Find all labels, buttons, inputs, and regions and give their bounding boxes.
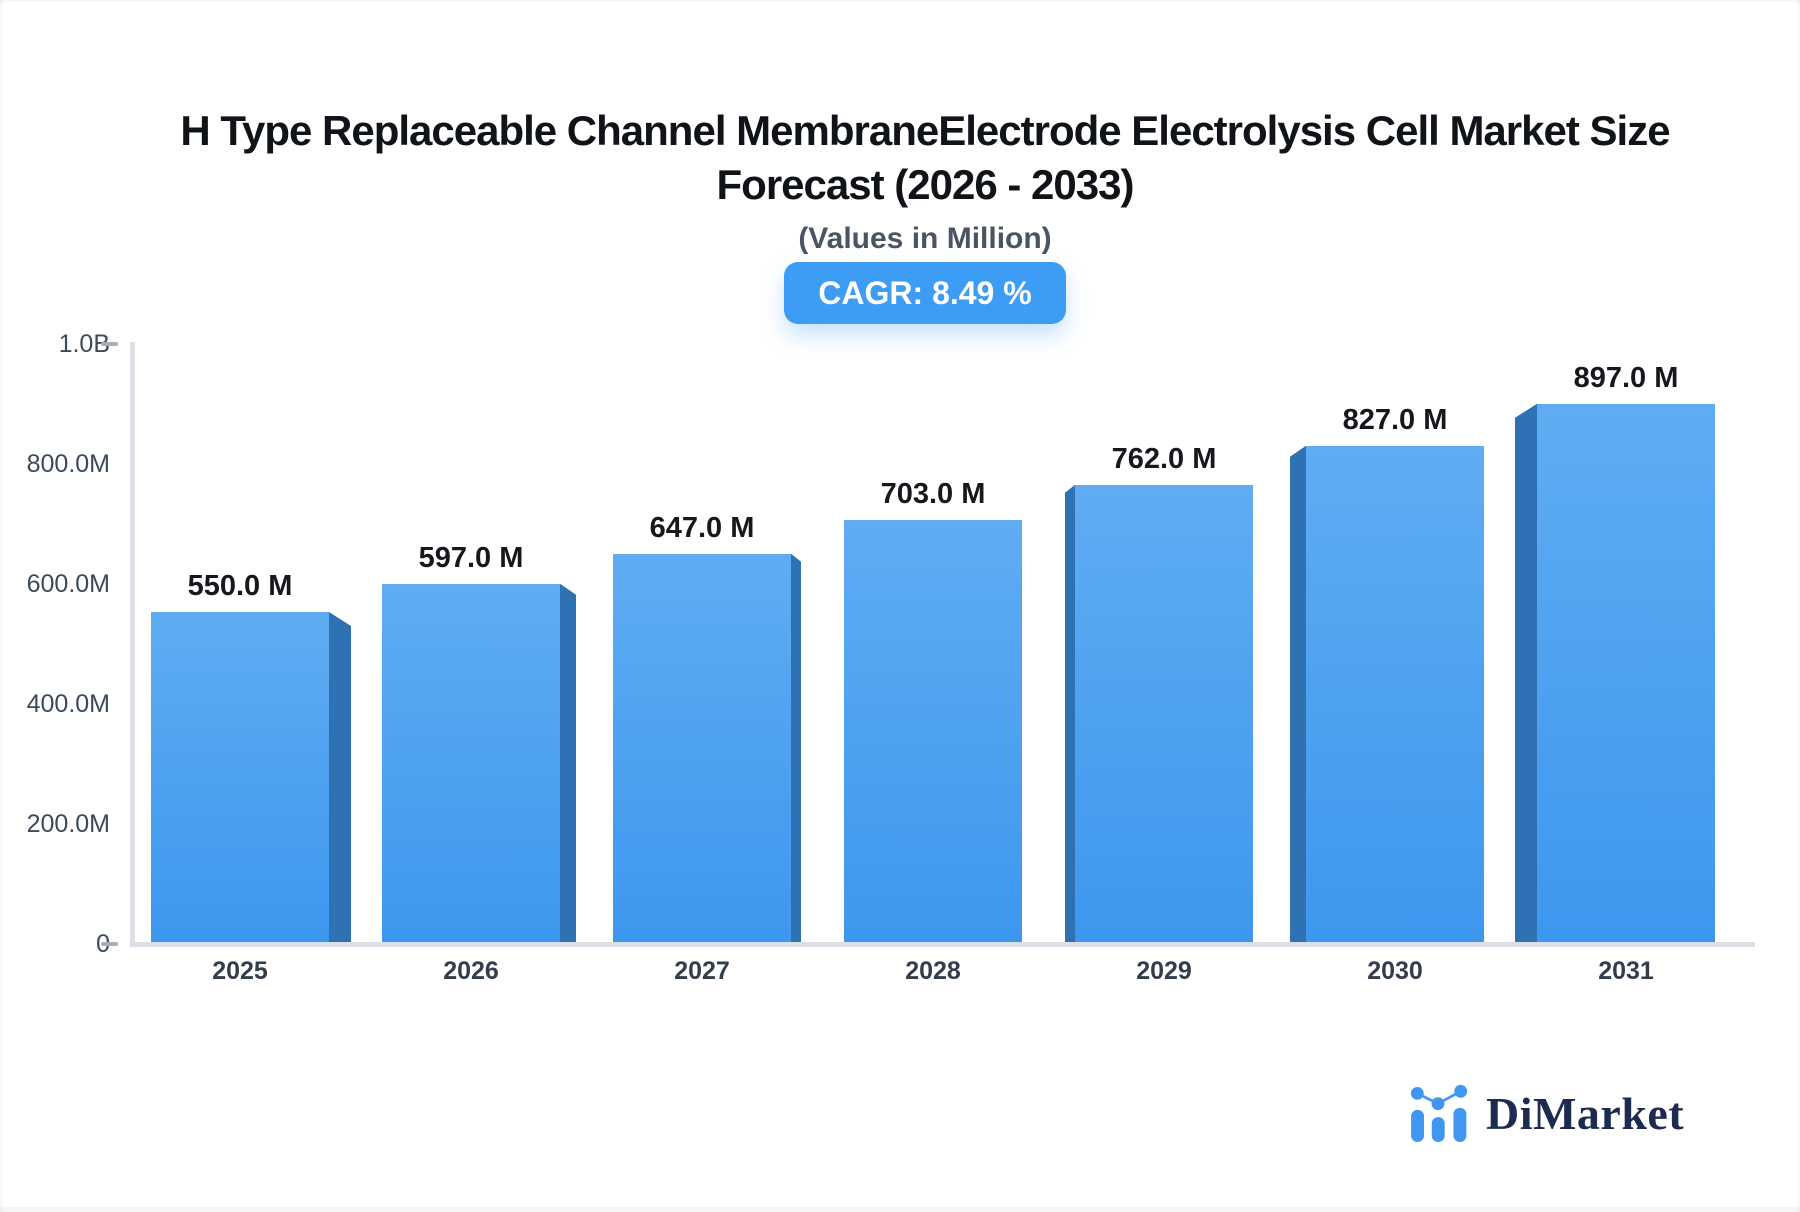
bar-2026[interactable]: [382, 583, 560, 942]
bar-value-label-2031: 897.0 M: [1573, 361, 1679, 394]
bar-value-label-2026: 597.0 M: [418, 541, 524, 574]
y-tick-label: 400.0M: [26, 690, 110, 718]
cagr-badge: CAGR: 8.49 %: [784, 262, 1066, 324]
page-bottom-edge: [0, 1207, 1800, 1212]
bar-side-2025: [329, 612, 351, 942]
y-tick-label: 1.0B: [58, 330, 110, 358]
bar-2029[interactable]: [1075, 484, 1253, 942]
bar-side-2027: [791, 553, 801, 942]
chart-header: H Type Replaceable Channel MembraneElect…: [25, 0, 1800, 324]
x-axis-label-2025: 2025: [212, 957, 268, 985]
x-axis-label-2030: 2030: [1367, 957, 1423, 985]
bar-2027[interactable]: [613, 553, 791, 942]
bar-2030[interactable]: [1306, 445, 1484, 942]
y-tick-label: 600.0M: [26, 570, 110, 598]
brand-logo: DiMarket: [1408, 1082, 1684, 1144]
x-axis-label-2026: 2026: [443, 957, 499, 985]
bar-2025[interactable]: [151, 612, 329, 942]
x-axis-label-2031: 2031: [1598, 957, 1654, 985]
y-tick-label: 200.0M: [26, 810, 110, 838]
x-axis-label-2029: 2029: [1136, 957, 1192, 985]
bar-value-label-2030: 827.0 M: [1342, 403, 1448, 436]
bar-side-2030: [1290, 445, 1306, 942]
bar-side-2029: [1065, 484, 1075, 942]
bar-value-label-2029: 762.0 M: [1111, 442, 1217, 475]
bar-side-2031: [1515, 403, 1537, 942]
brand-name: DiMarket: [1486, 1087, 1685, 1139]
chart-title-line-1: H Type Replaceable Channel MembraneElect…: [180, 107, 1670, 154]
y-axis-line: [130, 342, 135, 947]
bar-value-label-2025: 550.0 M: [187, 570, 293, 602]
x-axis-label-2028: 2028: [905, 957, 961, 985]
bar-2028[interactable]: [844, 520, 1022, 942]
y-tick-mark: [101, 942, 118, 946]
chart-subtitle: (Values in Million): [798, 222, 1052, 255]
y-tick-label: 0: [0, 930, 110, 958]
y-tick-label: 800.0M: [26, 450, 110, 478]
bar-2031[interactable]: [1537, 403, 1715, 942]
bar-side-2026: [560, 583, 576, 942]
bar-value-label-2027: 647.0 M: [649, 511, 755, 544]
chart-title-line-2: Forecast (2026 - 2033): [716, 161, 1135, 208]
bar-value-label-2028: 703.0 M: [880, 478, 986, 511]
chart-title: H Type Replaceable Channel MembraneElect…: [25, 0, 1800, 212]
bar-line-chart-icon: [1410, 1084, 1468, 1142]
x-axis-line: [130, 942, 1755, 947]
x-axis-label-2027: 2027: [674, 957, 730, 985]
y-tick-mark: [101, 342, 118, 346]
